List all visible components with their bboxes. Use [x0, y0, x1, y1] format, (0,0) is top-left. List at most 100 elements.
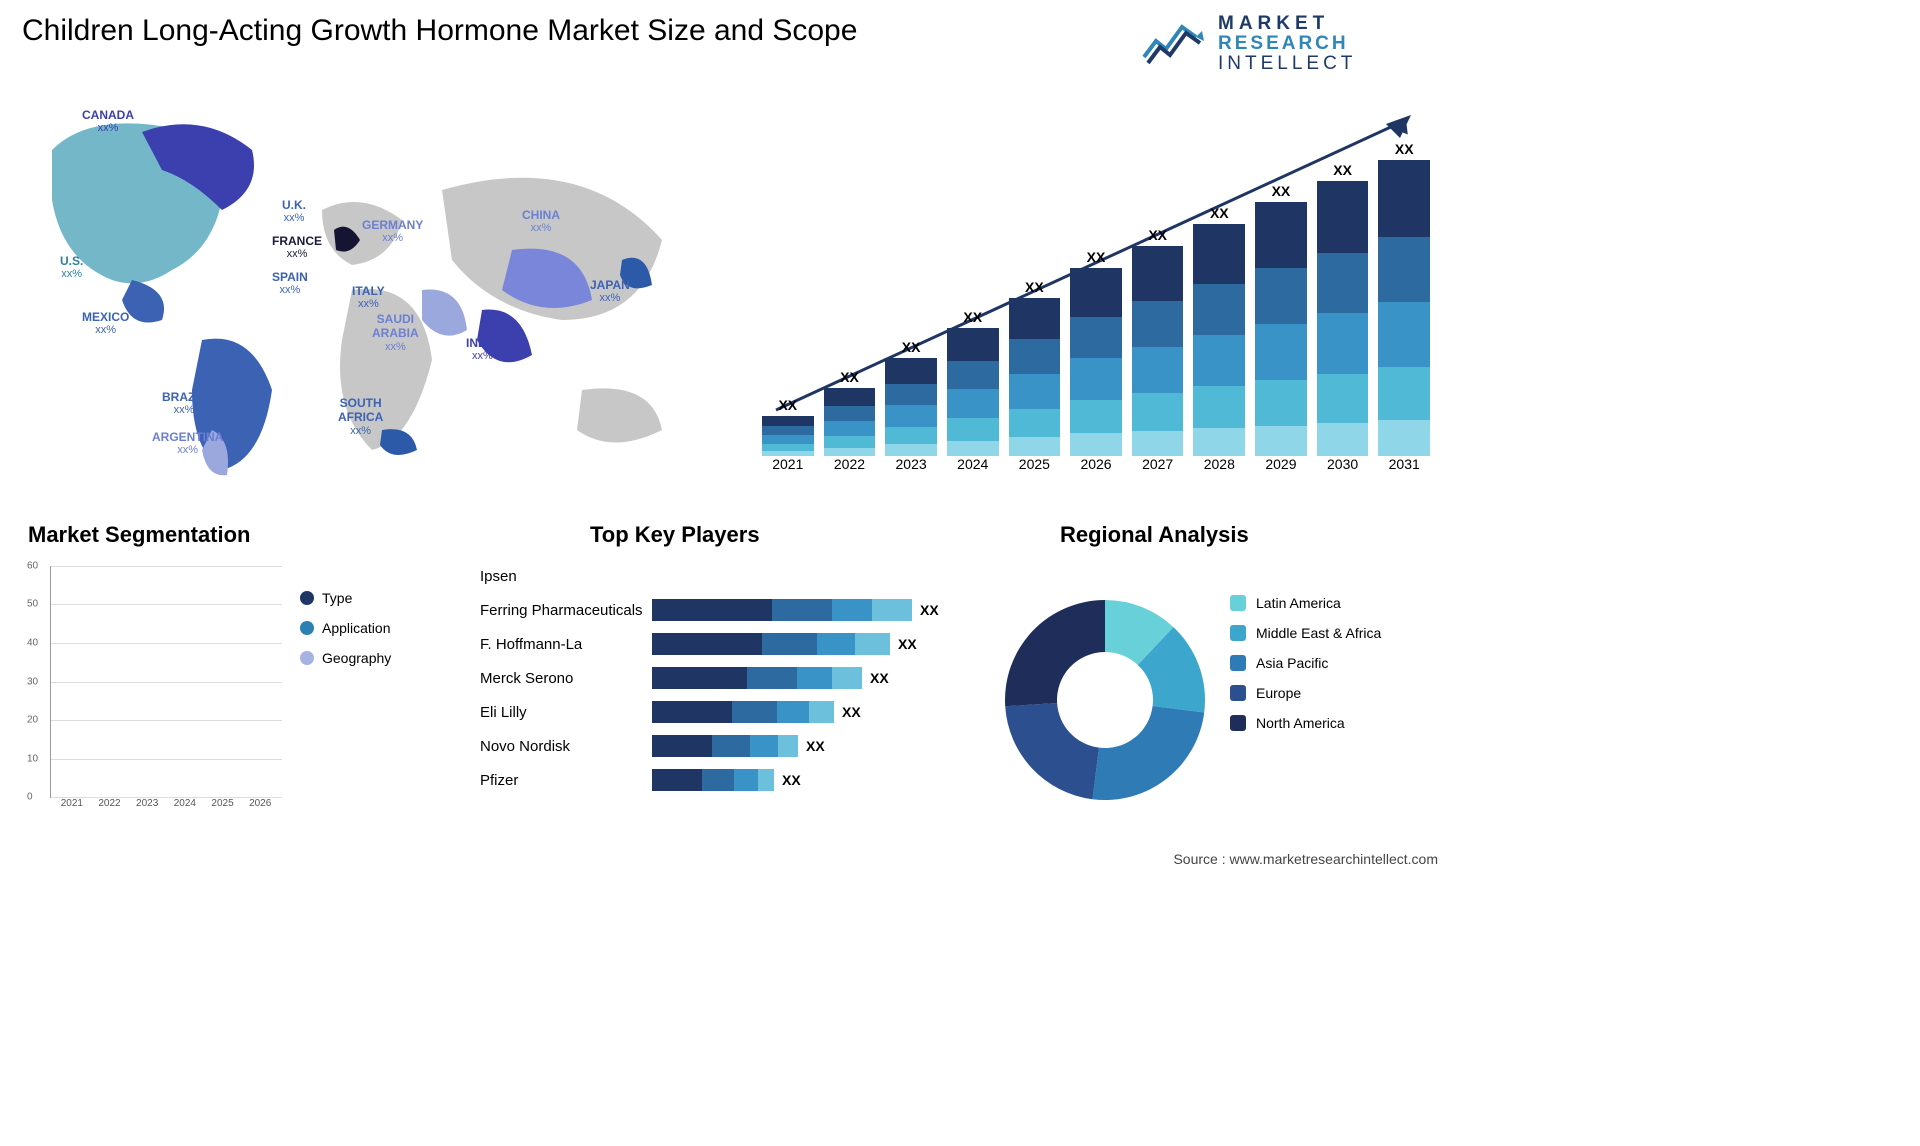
- regional-legend-item: Middle East & Africa: [1230, 625, 1381, 641]
- player-row: F. Hoffmann-La XX: [480, 627, 980, 661]
- player-name: Novo Nordisk: [480, 738, 652, 755]
- players-title: Top Key Players: [590, 522, 760, 548]
- map-label: ARGENTINAxx%: [152, 430, 223, 458]
- map-label: INDIAxx%: [466, 336, 499, 364]
- seg-ytick: 50: [27, 599, 38, 610]
- map-label: GERMANYxx%: [362, 218, 423, 246]
- axis-year: 2023: [885, 456, 937, 480]
- bar-value-label: XX: [963, 309, 982, 325]
- map-label: CHINAxx%: [522, 208, 560, 236]
- regional-legend-item: North America: [1230, 715, 1381, 731]
- seg-ytick: 10: [27, 753, 38, 764]
- axis-year: 2026: [1070, 456, 1122, 480]
- bar-value-label: XX: [1148, 227, 1167, 243]
- seg-axis-year: 2025: [207, 798, 239, 820]
- bar-value-label: XX: [1210, 205, 1229, 221]
- seg-axis-year: 2026: [244, 798, 276, 820]
- axis-year: 2031: [1378, 456, 1430, 480]
- bar-value-label: XX: [1087, 249, 1106, 265]
- player-name: Pfizer: [480, 772, 652, 789]
- map-label: SAUDIARABIAxx%: [372, 312, 419, 354]
- donut-icon: [1000, 595, 1210, 805]
- logo-text-2: RESEARCH: [1218, 34, 1356, 54]
- regional-legend-item: Latin America: [1230, 595, 1381, 611]
- seg-ytick: 40: [27, 637, 38, 648]
- main-bar: XX: [885, 339, 937, 456]
- segmentation-title: Market Segmentation: [28, 522, 251, 548]
- main-bar: XX: [1070, 249, 1122, 456]
- player-name: Merck Serono: [480, 670, 652, 687]
- map-label: SPAINxx%: [272, 270, 308, 298]
- bar-value-label: XX: [778, 397, 797, 413]
- logo-mark-icon: [1142, 19, 1206, 69]
- main-bar: XX: [824, 369, 876, 456]
- seg-axis-year: 2022: [94, 798, 126, 820]
- regional-title: Regional Analysis: [1060, 522, 1249, 548]
- map-label: ITALYxx%: [352, 284, 385, 312]
- bar-value-label: XX: [1395, 141, 1414, 157]
- source-text: Source : www.marketresearchintellect.com: [1173, 851, 1438, 867]
- logo-text-3: INTELLECT: [1218, 54, 1356, 74]
- brand-logo: MARKET RESEARCH INTELLECT: [1142, 10, 1442, 78]
- seg-ytick: 60: [27, 561, 38, 572]
- axis-year: 2027: [1132, 456, 1184, 480]
- bar-value-label: XX: [1333, 162, 1352, 178]
- page-title: Children Long-Acting Growth Hormone Mark…: [22, 14, 857, 48]
- player-value: XX: [870, 670, 889, 686]
- regional-legend-item: Europe: [1230, 685, 1381, 701]
- axis-year: 2025: [1009, 456, 1061, 480]
- seg-axis-year: 2021: [56, 798, 88, 820]
- main-bar: XX: [762, 397, 814, 456]
- main-bar: XX: [1132, 227, 1184, 456]
- player-value: XX: [806, 738, 825, 754]
- map-label: CANADAxx%: [82, 108, 134, 136]
- player-value: XX: [898, 636, 917, 652]
- axis-year: 2029: [1255, 456, 1307, 480]
- player-row: Eli Lilly XX: [480, 695, 980, 729]
- seg-ytick: 20: [27, 714, 38, 725]
- map-label: U.S.xx%: [60, 254, 83, 282]
- main-bar: XX: [947, 309, 999, 456]
- player-name: Ferring Pharmaceuticals: [480, 602, 652, 619]
- axis-year: 2030: [1317, 456, 1369, 480]
- bar-value-label: XX: [840, 369, 859, 385]
- regional-legend-item: Asia Pacific: [1230, 655, 1381, 671]
- logo-text-1: MARKET: [1218, 14, 1356, 34]
- segmentation-chart: 0 10 20 30 40 50 60 2021 20222023 2024 20252026: [22, 560, 282, 820]
- seg-ytick: 0: [27, 792, 33, 803]
- map-label: U.K.xx%: [282, 198, 306, 226]
- main-bar: XX: [1317, 162, 1369, 456]
- player-row: Pfizer XX: [480, 763, 980, 797]
- players-chart: IpsenFerring PharmaceuticalsXXF. Hoffman…: [480, 555, 980, 797]
- seg-axis-year: 2024: [169, 798, 201, 820]
- main-bar: XX: [1193, 205, 1245, 456]
- seg-legend-item: Type: [300, 590, 391, 606]
- bar-value-label: XX: [1272, 183, 1291, 199]
- player-row: Ipsen: [480, 559, 980, 593]
- main-bar: XX: [1378, 141, 1430, 456]
- world-map: CANADAxx% U.S.xx% MEXICOxx% BRAZILxx% ARGENT…: [22, 90, 702, 480]
- player-row: Ferring Pharmaceuticals XX: [480, 593, 980, 627]
- player-name: Eli Lilly: [480, 704, 652, 721]
- player-row: Merck Serono XX: [480, 661, 980, 695]
- player-name: Ipsen: [480, 568, 652, 585]
- map-label: JAPANxx%: [590, 278, 630, 306]
- player-name: F. Hoffmann-La: [480, 636, 652, 653]
- bar-value-label: XX: [902, 339, 921, 355]
- player-value: XX: [782, 772, 801, 788]
- axis-year: 2028: [1193, 456, 1245, 480]
- axis-year: 2021: [762, 456, 814, 480]
- player-value: XX: [920, 602, 939, 618]
- seg-axis-year: 2023: [131, 798, 163, 820]
- map-label: MEXICOxx%: [82, 310, 129, 338]
- map-label: BRAZILxx%: [162, 390, 206, 418]
- main-bar: XX: [1009, 279, 1061, 456]
- main-bar: XX: [1255, 183, 1307, 456]
- seg-ytick: 30: [27, 676, 38, 687]
- axis-year: 2024: [947, 456, 999, 480]
- main-growth-chart: XXXXXXXXXXXXXXXXXXXXXX 20212022202320242…: [756, 90, 1436, 480]
- seg-legend-item: Geography: [300, 650, 391, 666]
- seg-legend-item: Application: [300, 620, 391, 636]
- player-value: XX: [842, 704, 861, 720]
- map-label: FRANCExx%: [272, 234, 322, 262]
